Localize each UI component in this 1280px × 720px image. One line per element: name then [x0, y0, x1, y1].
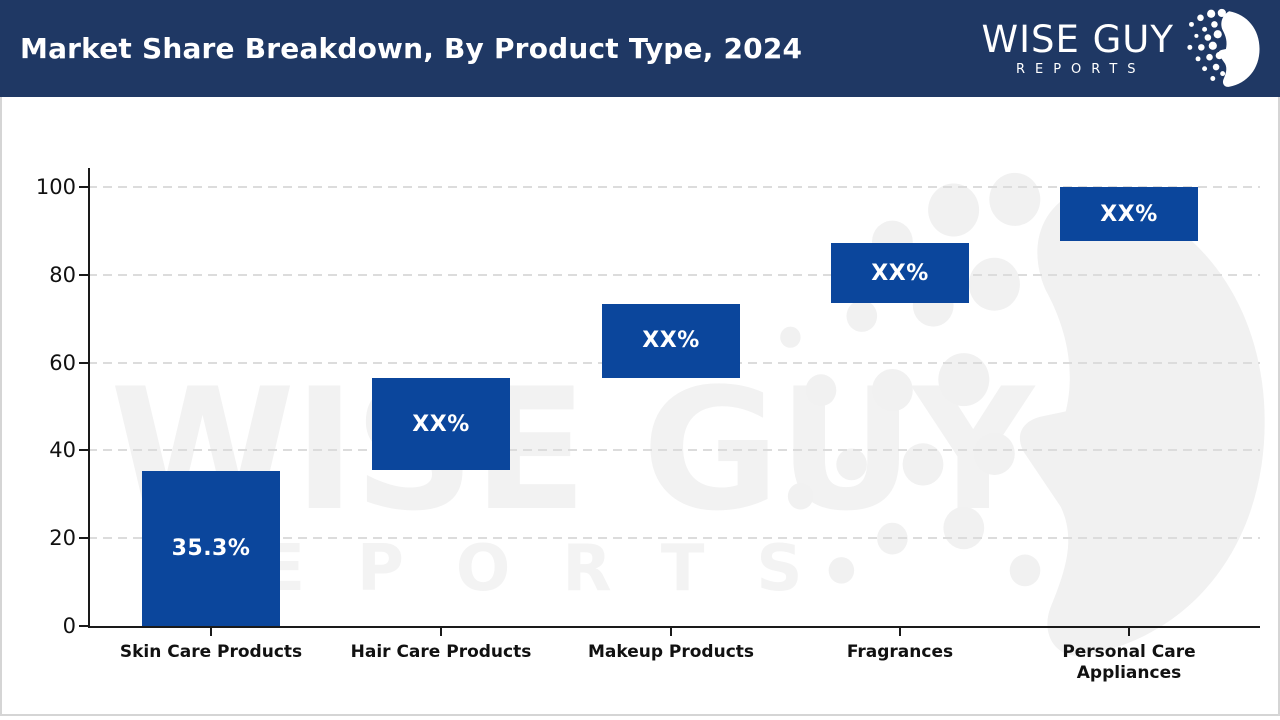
gridline: [88, 449, 1260, 452]
y-tick-label: 20: [49, 526, 76, 551]
y-tick-mark: [79, 537, 88, 540]
y-tick-label: 80: [49, 262, 76, 287]
page-title: Market Share Breakdown, By Product Type,…: [20, 32, 803, 65]
y-axis-line: [88, 168, 90, 628]
page-border-left: [0, 97, 2, 716]
y-tick-mark: [79, 186, 88, 188]
y-tick-label: 0: [62, 614, 76, 638]
bar-value-label: 35.3%: [171, 536, 251, 561]
bar-segment: XX%: [602, 303, 740, 378]
bar-value-label: XX%: [642, 328, 700, 354]
category-label: Makeup Products: [587, 642, 755, 662]
bar-segment: XX%: [372, 377, 510, 471]
gridline: [88, 273, 1260, 276]
y-tick-mark: [79, 361, 88, 364]
face-profile-dots-icon: [1187, 8, 1260, 87]
x-axis-line: [88, 626, 1260, 628]
bar-value-label: XX%: [412, 411, 470, 437]
y-tick-mark: [79, 625, 88, 627]
page-border-right: [1278, 97, 1280, 716]
bar-value-label: XX%: [1100, 201, 1158, 227]
waterfall-chart: WISE GUY REPORTS 0 20 40 60 80 100 35.3% Skin C…: [0, 97, 1280, 720]
x-tick-mark: [899, 628, 901, 636]
y-tick-mark: [79, 449, 88, 452]
y-tick-label: 40: [49, 438, 76, 463]
plot-area: 0 20 40 60 80 100 35.3% Skin Care Products XX% Ha…: [0, 97, 1280, 720]
x-tick-mark: [210, 628, 212, 636]
header-banner: Market Share Breakdown, By Product Type,…: [0, 0, 1280, 97]
gridline: [88, 186, 1260, 188]
y-tick-label: 100: [35, 175, 76, 199]
logo-name: WISE GUY: [981, 17, 1174, 61]
x-tick-mark: [670, 628, 672, 636]
category-label: Fragrances: [846, 642, 954, 662]
logo-subtitle: REPORTS: [1015, 61, 1146, 77]
category-label: Hair Care Products: [350, 642, 532, 662]
x-tick-mark: [1128, 628, 1130, 636]
category-label: Personal Care Appliances: [1062, 642, 1196, 684]
gridline: [88, 537, 1260, 540]
logo-wordmark: WISE GUY REPORTS: [982, 21, 1174, 77]
bar-segment: XX%: [1060, 187, 1198, 242]
bar-segment: 35.3%: [142, 471, 280, 626]
x-tick-mark: [440, 628, 442, 636]
wise-guy-logo: WISE GUY REPORTS: [982, 7, 1262, 91]
category-label: Skin Care Products: [119, 642, 303, 662]
bar-segment: XX%: [831, 242, 969, 304]
y-tick-label: 60: [49, 350, 76, 375]
bar-value-label: XX%: [871, 260, 929, 286]
y-tick-mark: [79, 273, 88, 276]
page-border-bottom: [0, 714, 1280, 716]
